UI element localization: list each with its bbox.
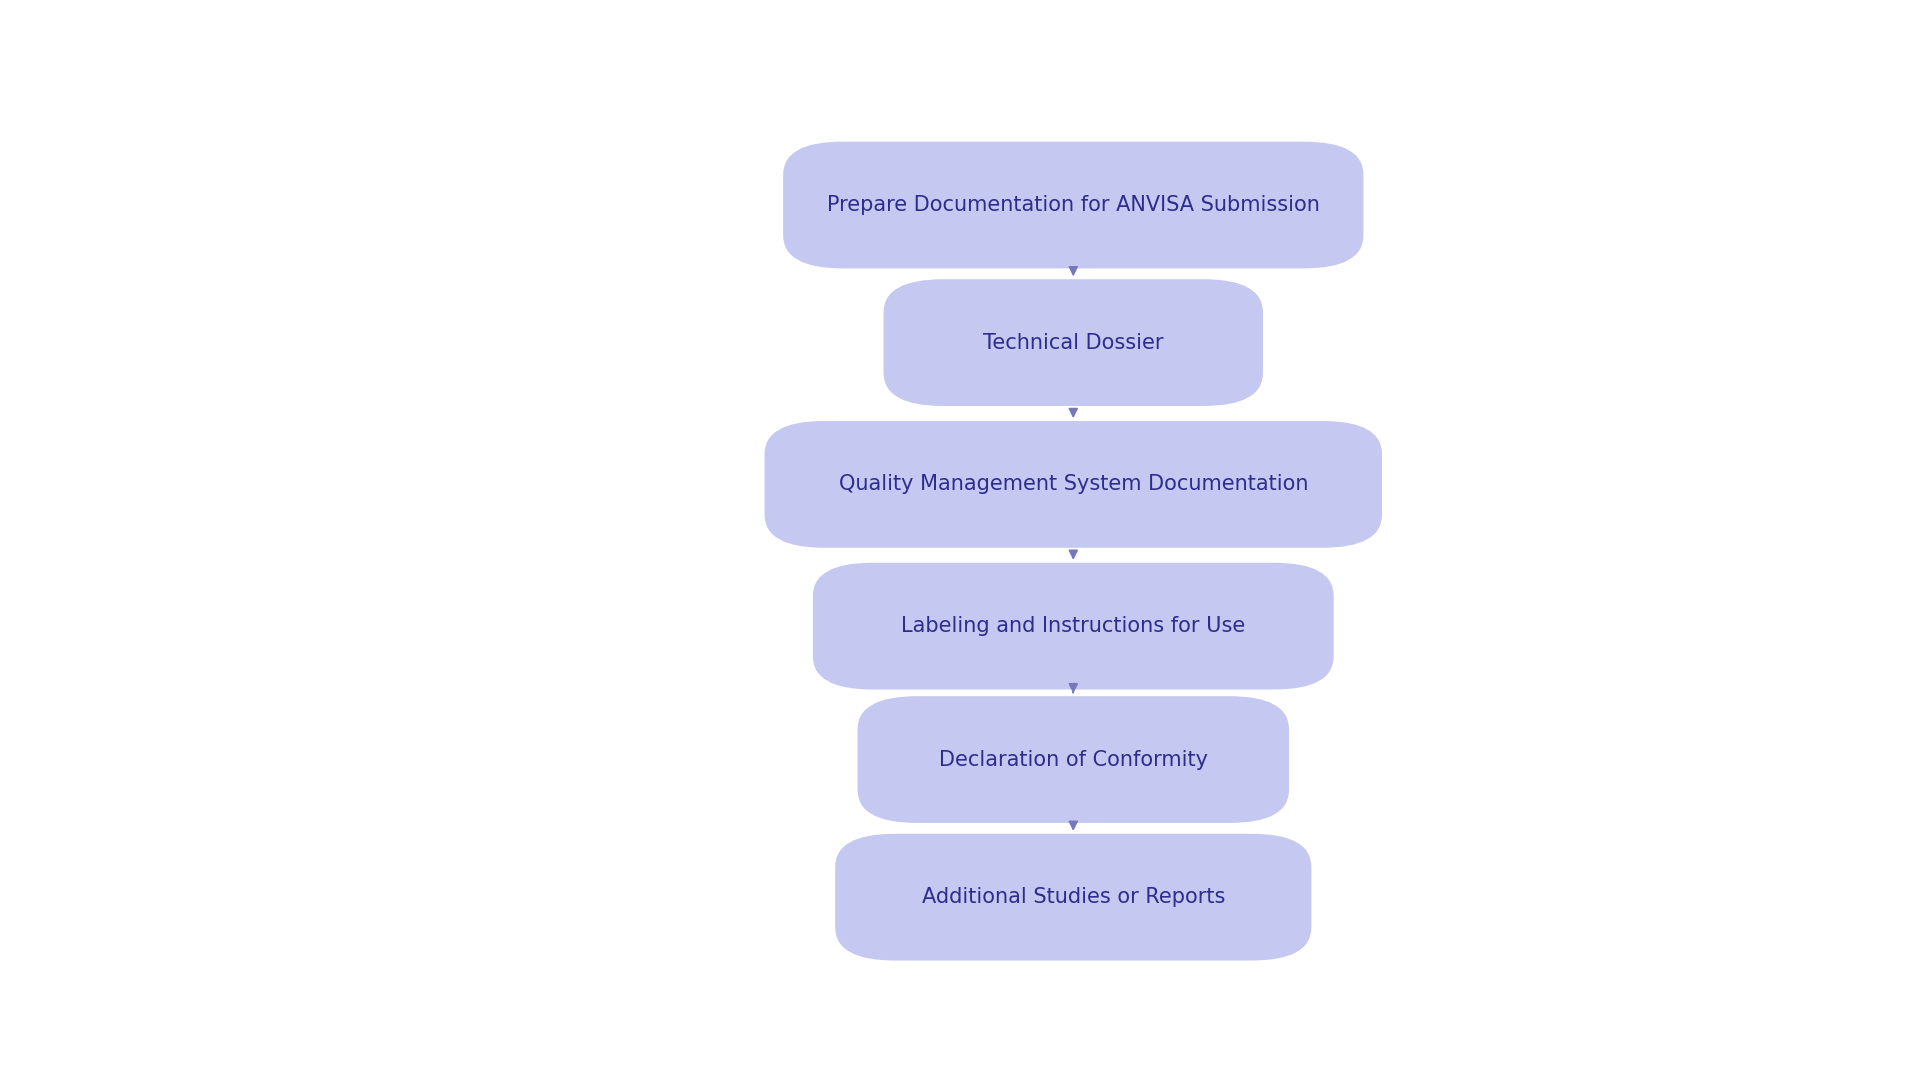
FancyBboxPatch shape (858, 696, 1288, 823)
FancyBboxPatch shape (835, 834, 1311, 961)
Text: Prepare Documentation for ANVISA Submission: Prepare Documentation for ANVISA Submiss… (828, 195, 1319, 216)
Text: Additional Studies or Reports: Additional Studies or Reports (922, 887, 1225, 908)
Text: Declaration of Conformity: Declaration of Conformity (939, 749, 1208, 770)
Text: Quality Management System Documentation: Quality Management System Documentation (839, 474, 1308, 494)
FancyBboxPatch shape (783, 142, 1363, 269)
FancyBboxPatch shape (812, 563, 1334, 690)
FancyBboxPatch shape (883, 279, 1263, 406)
Text: Technical Dossier: Technical Dossier (983, 332, 1164, 353)
Text: Labeling and Instructions for Use: Labeling and Instructions for Use (900, 616, 1246, 636)
FancyBboxPatch shape (764, 421, 1382, 548)
